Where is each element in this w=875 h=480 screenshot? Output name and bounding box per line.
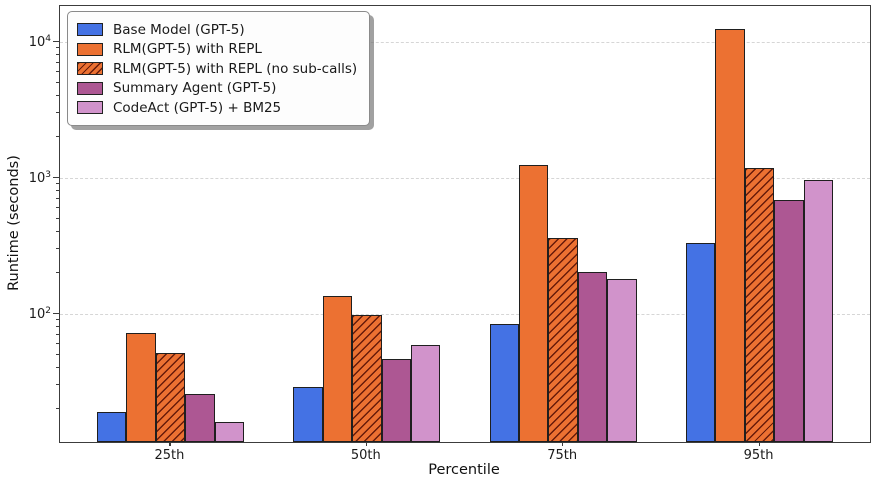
bar xyxy=(774,200,804,442)
y-minor-tick xyxy=(55,112,59,114)
legend-item: Base Model (GPT-5) xyxy=(77,22,357,38)
y-tick-label: 102 xyxy=(28,305,51,322)
y-minor-tick xyxy=(55,71,59,73)
bar xyxy=(411,345,441,442)
bar xyxy=(352,315,382,442)
x-tick xyxy=(758,442,760,446)
x-tick xyxy=(365,442,368,446)
y-minor-tick xyxy=(55,326,59,328)
y-major-tick xyxy=(53,177,59,179)
x-tick-label: 50th xyxy=(350,448,381,463)
legend-item: CodeAct (GPT-5) + BM25 xyxy=(77,100,357,116)
bar xyxy=(519,164,549,442)
y-minor-tick xyxy=(55,95,59,97)
legend: Base Model (GPT-5) RLM(GPT-5) with REPL RL… xyxy=(67,11,371,126)
x-tick-label: 75th xyxy=(547,448,578,463)
bar xyxy=(607,279,637,442)
bar xyxy=(548,237,578,442)
y-minor-tick xyxy=(55,343,59,345)
y-minor-tick xyxy=(55,334,59,336)
y-minor-tick xyxy=(55,231,59,233)
bar xyxy=(685,242,716,442)
bar xyxy=(185,393,215,442)
y-minor-tick xyxy=(55,353,59,355)
y-minor-tick xyxy=(55,319,59,321)
bar xyxy=(744,168,775,442)
legend-label: RLM(GPT-5) with REPL (no sub-calls) xyxy=(113,60,358,77)
y-minor-tick xyxy=(55,183,59,185)
y-minor-tick xyxy=(55,248,59,250)
legend-item: RLM(GPT-5) with REPL (no sub-calls) xyxy=(77,61,357,77)
legend-swatch xyxy=(77,62,103,75)
legend-swatch xyxy=(77,81,103,95)
y-minor-tick xyxy=(55,54,59,56)
y-tick-label: 103 xyxy=(28,169,51,186)
legend-item: RLM(GPT-5) with REPL xyxy=(77,41,357,57)
x-tick-label: 95th xyxy=(743,448,774,463)
bar xyxy=(293,387,323,442)
x-tick-label: 25th xyxy=(154,448,185,463)
plot-area: Base Model (GPT-5) RLM(GPT-5) with REPL RL… xyxy=(59,5,871,443)
y-minor-tick xyxy=(55,198,59,200)
gridline xyxy=(60,178,870,179)
x-tick xyxy=(169,442,171,446)
y-minor-tick xyxy=(55,47,59,49)
legend-label: Base Model (GPT-5) xyxy=(113,21,245,38)
y-minor-tick xyxy=(55,367,59,369)
bar xyxy=(96,412,127,442)
bar xyxy=(214,422,245,442)
y-minor-tick xyxy=(55,190,59,192)
y-minor-tick xyxy=(55,62,59,64)
bar xyxy=(715,28,745,442)
legend-swatch xyxy=(77,42,103,56)
bar xyxy=(155,352,186,442)
bar xyxy=(381,358,411,442)
legend-label: Summary Agent (GPT-5) xyxy=(113,80,277,96)
gridline xyxy=(60,314,870,315)
y-minor-tick xyxy=(55,207,59,209)
y-minor-tick xyxy=(55,136,59,138)
legend-swatch xyxy=(77,23,103,36)
bar xyxy=(126,332,156,442)
x-axis-title: Percentile xyxy=(428,462,500,478)
legend-label: CodeAct (GPT-5) + BM25 xyxy=(113,99,282,116)
legend-swatch xyxy=(77,101,103,114)
bar xyxy=(322,296,353,442)
y-minor-tick xyxy=(55,272,59,274)
y-major-tick xyxy=(53,41,59,43)
legend-item: Summary Agent (GPT-5) xyxy=(77,80,357,96)
y-minor-tick xyxy=(55,81,59,83)
bar xyxy=(577,271,608,442)
legend-label: RLM(GPT-5) with REPL xyxy=(113,41,262,57)
x-tick xyxy=(562,442,564,446)
y-tick-label: 104 xyxy=(28,33,51,50)
bar xyxy=(803,180,834,442)
y-minor-tick xyxy=(55,408,59,410)
y-major-tick xyxy=(53,313,59,315)
bar xyxy=(489,323,519,442)
y-minor-tick xyxy=(55,217,59,219)
y-minor-tick xyxy=(55,384,59,386)
gridline xyxy=(60,42,870,43)
